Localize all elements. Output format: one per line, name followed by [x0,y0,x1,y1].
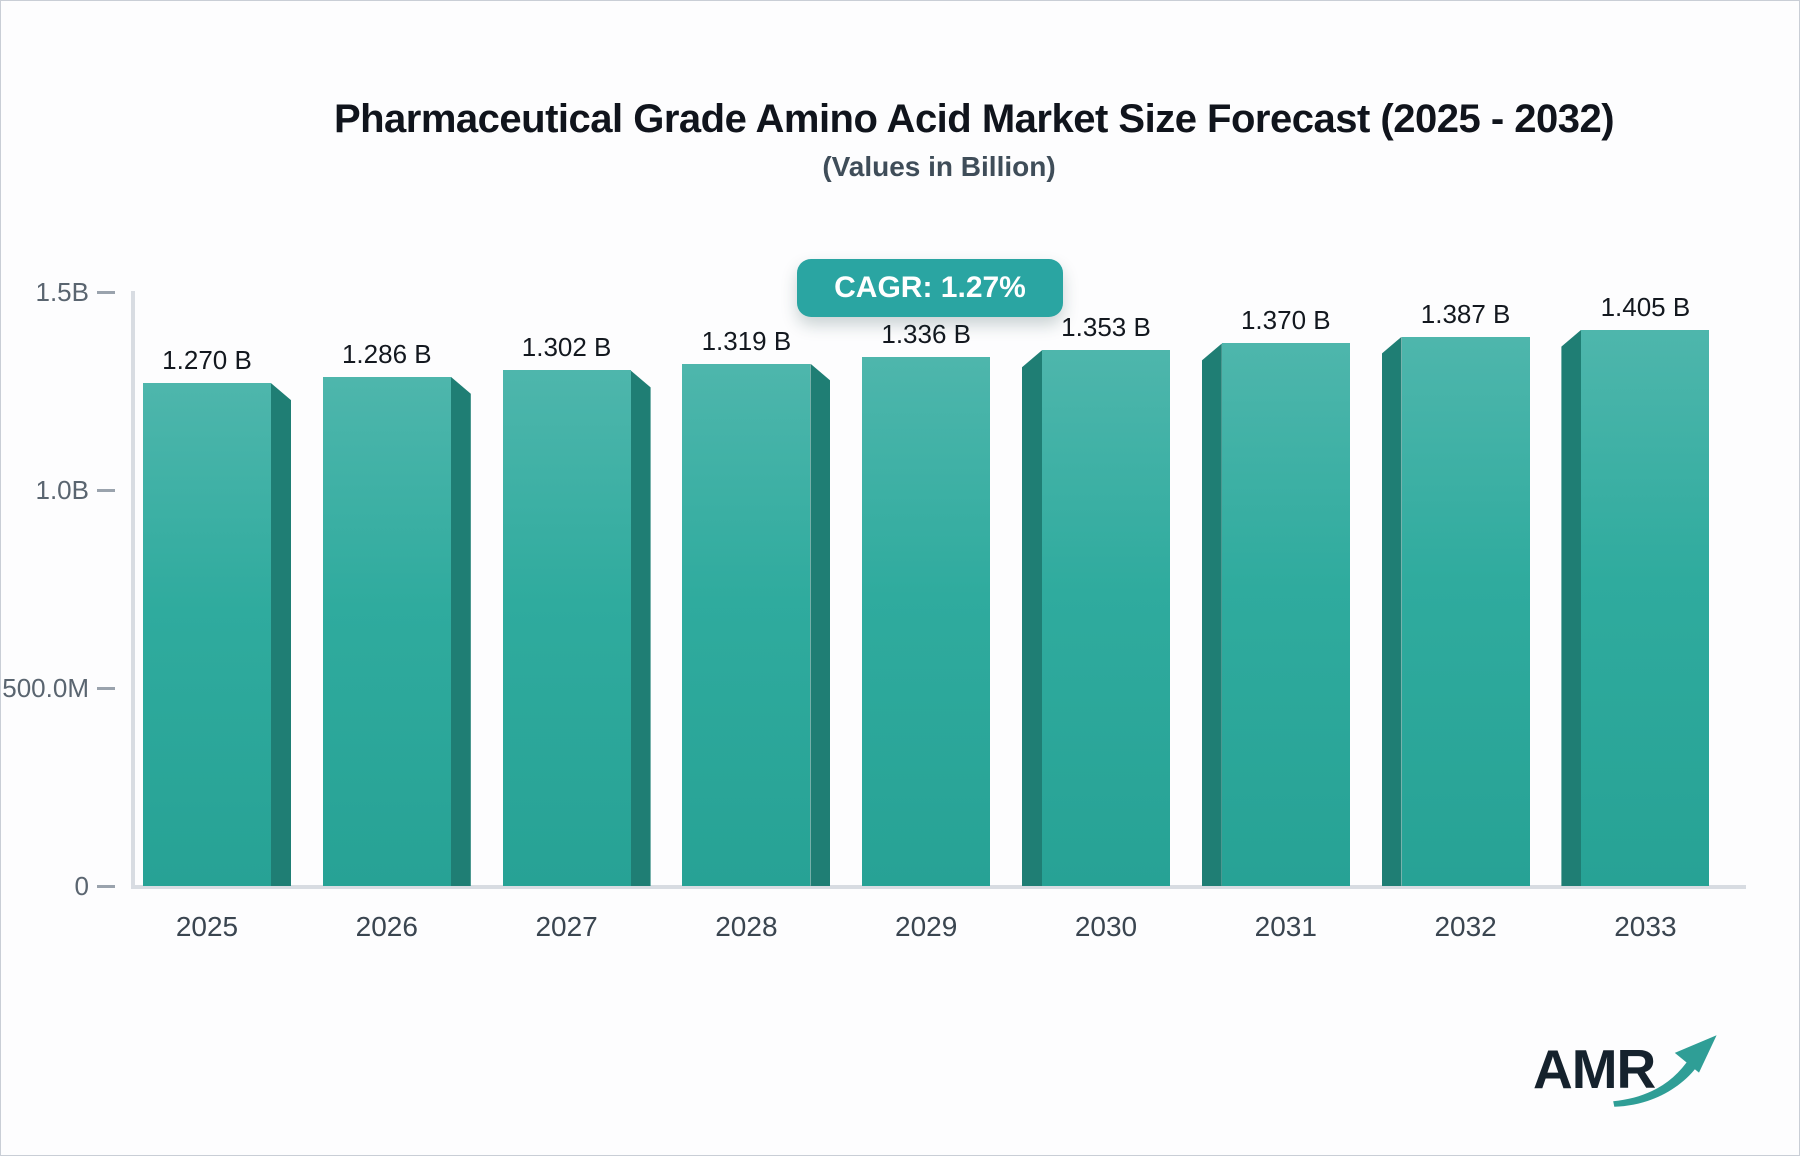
bar-side-face [450,376,471,886]
chart-subtitle: (Values in Billion) [822,151,1056,182]
amr-logo: AMR [1533,1035,1733,1127]
y-tick-label: 1.5B [35,277,90,307]
bar-side-face [1561,329,1582,886]
bar-value-label: 1.405 B [1600,291,1691,322]
bar-value-label: 1.270 B [162,345,252,376]
bar-value-label: 1.319 B [701,325,792,356]
bar-side-face [1022,350,1042,886]
bar-value-label: 1.286 B [341,338,432,369]
y-tick-mark [97,290,115,294]
bar-value-label: 1.353 B [1061,312,1151,343]
bar-2030 [1042,350,1170,886]
bar-value-label: 1.336 B [881,318,971,349]
bar-2025 [143,383,271,886]
x-axis-label-2026: 2026 [355,911,418,942]
bar-side-face [630,370,651,886]
x-axis-label-2030: 2030 [1074,911,1138,942]
cagr-badge-label: CAGR: 1.27% [834,271,1026,304]
bar-2032 [1401,336,1530,886]
y-tick-mark [97,686,115,690]
bar-2028 [682,363,811,886]
trend-up-arrow-icon [1613,1035,1717,1107]
bar-2027 [502,370,631,886]
cagr-badge: CAGR: 1.27% [797,259,1063,317]
bar-side-face [810,363,831,886]
bar-2031 [1221,343,1350,886]
bar-value-label: 1.387 B [1420,298,1511,329]
y-tick-label: 500.0M [2,673,89,703]
bar-side-face [1381,336,1402,886]
x-axis-label-2025: 2025 [175,911,239,942]
x-axis-line [131,885,1746,889]
x-axis-label-2029: 2029 [895,911,958,942]
x-axis-label-2033: 2033 [1614,911,1677,942]
y-tick-label: 1.0B [35,475,90,505]
bar-side-face [271,383,291,886]
y-tick-mark [97,488,115,492]
amr-logo-text: AMR [1533,1038,1656,1100]
bar-2029 [862,356,991,886]
x-axis-label-2032: 2032 [1434,911,1497,942]
bar-value-label: 1.370 B [1240,305,1331,336]
y-tick-label: 0 [74,871,89,901]
bar-2026 [322,376,451,886]
x-axis-label-2031: 2031 [1254,911,1317,942]
y-axis-line [131,291,135,887]
bar-side-face [1201,343,1222,886]
chart-title: Pharmaceutical Grade Amino Acid Market S… [333,97,1615,141]
bar-2033 [1581,329,1710,886]
x-axis-label-2027: 2027 [535,911,598,942]
x-axis-label-2028: 2028 [715,911,778,942]
bar-value-label: 1.302 B [521,332,612,363]
y-tick-mark [97,884,115,888]
